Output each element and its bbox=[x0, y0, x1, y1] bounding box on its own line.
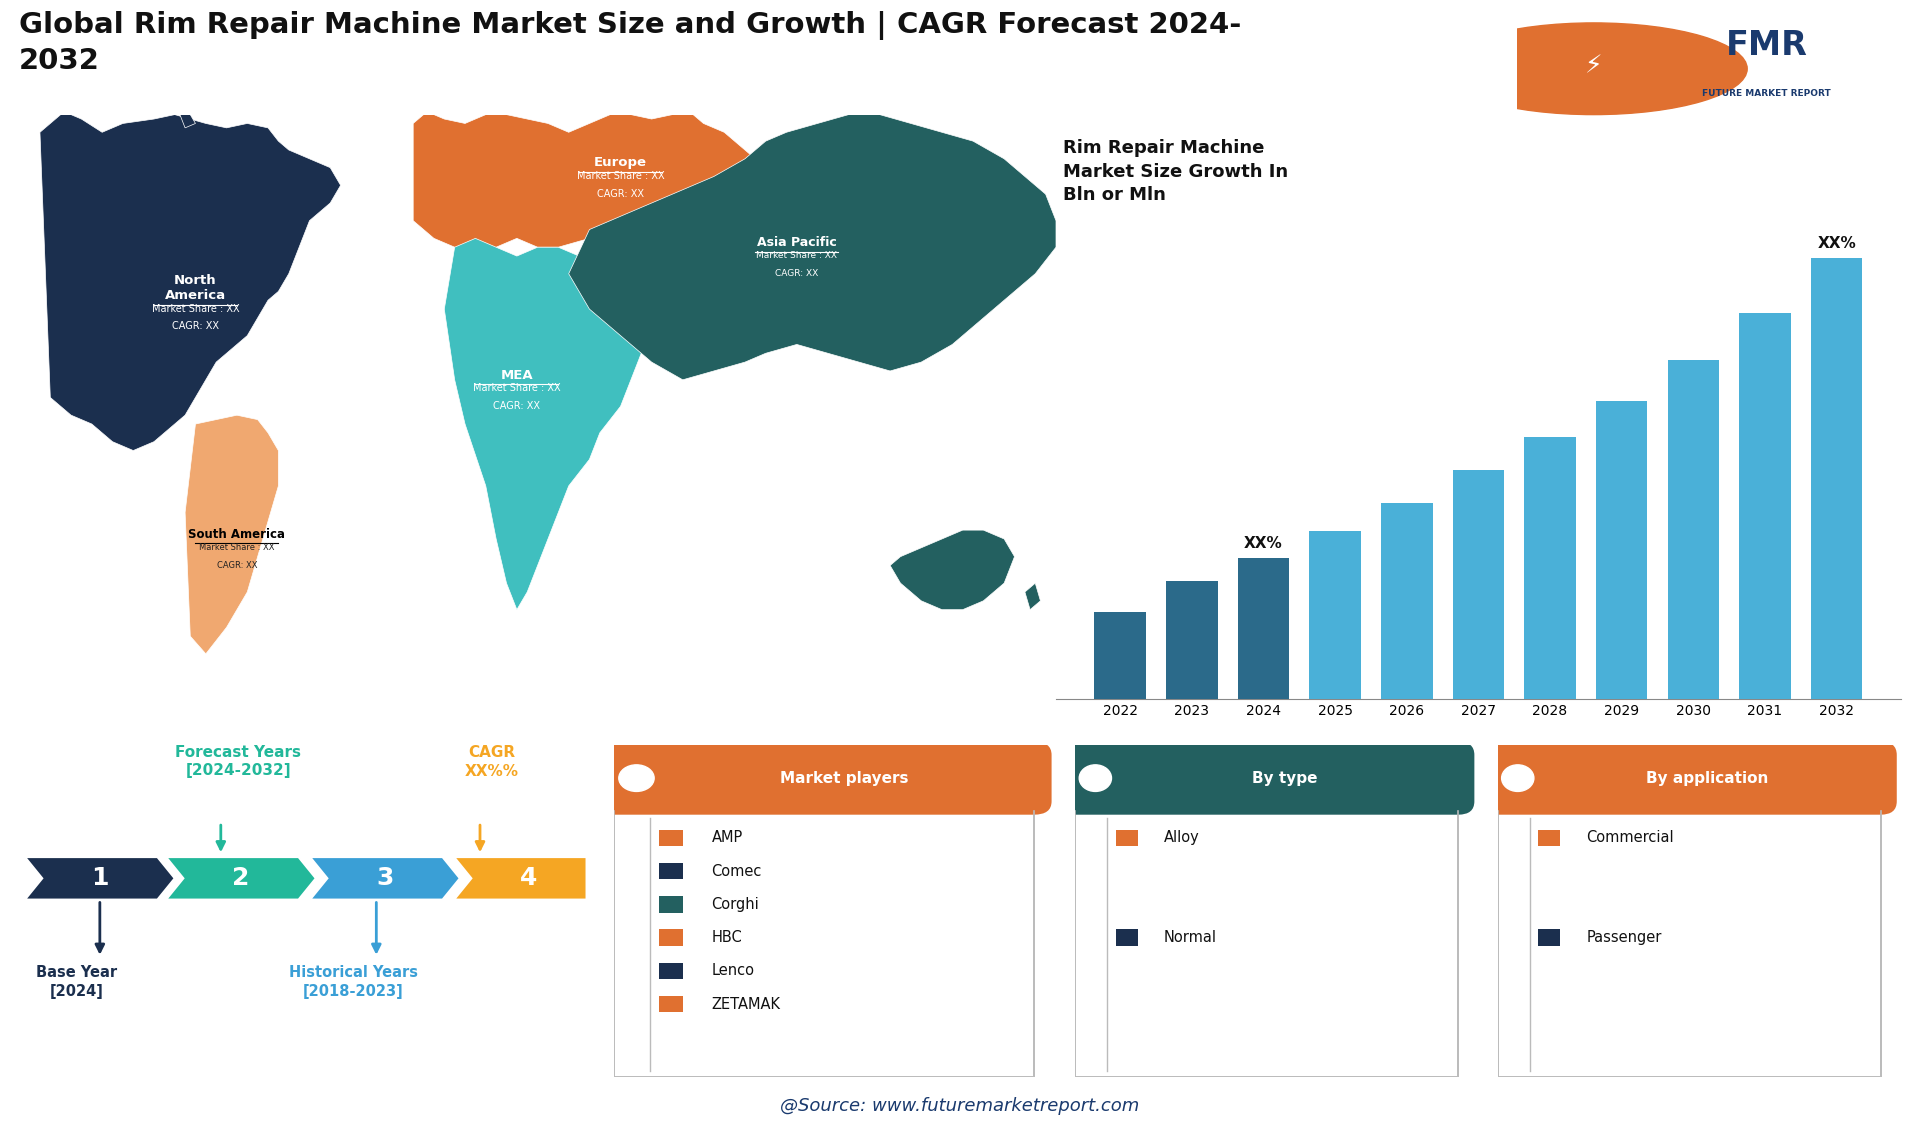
Text: CAGR
XX%%: CAGR XX%% bbox=[465, 745, 518, 778]
Text: CAGR: XX: CAGR: XX bbox=[597, 189, 643, 198]
Text: XX%: XX% bbox=[1244, 535, 1283, 551]
FancyBboxPatch shape bbox=[1538, 929, 1561, 945]
Text: Forecast Years
[2024-2032]: Forecast Years [2024-2032] bbox=[175, 745, 301, 778]
FancyBboxPatch shape bbox=[659, 929, 684, 945]
Text: Europe: Europe bbox=[593, 156, 647, 170]
FancyBboxPatch shape bbox=[659, 896, 684, 912]
Polygon shape bbox=[165, 857, 315, 900]
Bar bbox=[1165, 581, 1217, 699]
Circle shape bbox=[1440, 23, 1747, 115]
Text: @Source: www.futuremarketreport.com: @Source: www.futuremarketreport.com bbox=[780, 1097, 1140, 1115]
Text: Market players: Market players bbox=[780, 770, 908, 786]
Text: North
America: North America bbox=[165, 274, 227, 303]
Text: Rim Repair Machine
Market Size Growth In
Bln or Mln: Rim Repair Machine Market Size Growth In… bbox=[1064, 140, 1288, 204]
FancyBboxPatch shape bbox=[597, 741, 1052, 815]
Text: 2: 2 bbox=[232, 866, 250, 890]
Circle shape bbox=[618, 764, 655, 792]
FancyBboxPatch shape bbox=[659, 863, 684, 879]
Text: FUTURE MARKET REPORT: FUTURE MARKET REPORT bbox=[1701, 89, 1832, 99]
FancyBboxPatch shape bbox=[1498, 811, 1880, 1077]
FancyBboxPatch shape bbox=[1060, 741, 1475, 815]
FancyBboxPatch shape bbox=[659, 830, 684, 846]
Text: Historical Years
[2018-2023]: Historical Years [2018-2023] bbox=[288, 965, 419, 999]
FancyBboxPatch shape bbox=[1538, 830, 1561, 846]
Text: CAGR: XX: CAGR: XX bbox=[173, 321, 219, 331]
Text: ⚡: ⚡ bbox=[1584, 55, 1603, 78]
Text: XX%: XX% bbox=[1816, 236, 1857, 251]
Polygon shape bbox=[184, 415, 278, 654]
Text: Asia Pacific: Asia Pacific bbox=[756, 236, 837, 249]
Text: CAGR: XX: CAGR: XX bbox=[217, 560, 257, 570]
Text: FMR: FMR bbox=[1726, 30, 1807, 62]
Circle shape bbox=[1501, 764, 1534, 792]
Polygon shape bbox=[309, 857, 461, 900]
FancyBboxPatch shape bbox=[614, 811, 1033, 1077]
Text: MEA: MEA bbox=[501, 369, 534, 382]
Text: Market Share : XX: Market Share : XX bbox=[200, 543, 275, 552]
Text: Global Rim Repair Machine Market Size and Growth | CAGR Forecast 2024-
2032: Global Rim Repair Machine Market Size an… bbox=[19, 11, 1242, 74]
Text: 1: 1 bbox=[90, 866, 109, 890]
Bar bbox=[1740, 313, 1791, 699]
Text: Commercial: Commercial bbox=[1586, 831, 1674, 846]
Text: By application: By application bbox=[1645, 770, 1768, 786]
Polygon shape bbox=[40, 115, 340, 450]
Text: Alloy: Alloy bbox=[1164, 831, 1200, 846]
FancyBboxPatch shape bbox=[1116, 830, 1139, 846]
Text: CAGR: XX: CAGR: XX bbox=[493, 401, 540, 410]
Text: AMP: AMP bbox=[712, 831, 743, 846]
Polygon shape bbox=[568, 115, 1056, 379]
Text: Corghi: Corghi bbox=[712, 897, 758, 912]
Text: Market Share : XX: Market Share : XX bbox=[152, 304, 240, 314]
Bar bbox=[1380, 503, 1432, 699]
Polygon shape bbox=[444, 238, 641, 610]
Bar bbox=[1094, 612, 1146, 699]
Text: South America: South America bbox=[188, 527, 286, 541]
Bar bbox=[1668, 360, 1718, 699]
Text: Lenco: Lenco bbox=[712, 964, 755, 979]
Polygon shape bbox=[1025, 583, 1041, 610]
Bar bbox=[1811, 258, 1862, 699]
Text: HBC: HBC bbox=[712, 931, 743, 945]
FancyBboxPatch shape bbox=[1075, 811, 1459, 1077]
Text: By type: By type bbox=[1252, 770, 1317, 786]
Bar bbox=[1453, 470, 1503, 699]
Polygon shape bbox=[25, 857, 175, 900]
FancyBboxPatch shape bbox=[1482, 741, 1897, 815]
Text: Comec: Comec bbox=[712, 864, 762, 879]
Text: 3: 3 bbox=[376, 866, 394, 890]
Circle shape bbox=[1079, 764, 1112, 792]
Text: CAGR: XX: CAGR: XX bbox=[776, 269, 818, 278]
Polygon shape bbox=[180, 115, 196, 128]
Bar bbox=[1596, 401, 1647, 699]
Text: Passenger: Passenger bbox=[1586, 931, 1661, 945]
Text: Base Year
[2024]: Base Year [2024] bbox=[36, 965, 117, 999]
Text: Normal: Normal bbox=[1164, 931, 1217, 945]
FancyBboxPatch shape bbox=[1116, 929, 1139, 945]
Polygon shape bbox=[413, 115, 766, 256]
Bar bbox=[1238, 558, 1288, 699]
Bar bbox=[1309, 532, 1361, 699]
FancyBboxPatch shape bbox=[659, 996, 684, 1012]
Bar bbox=[1524, 438, 1576, 699]
Text: Market Share : XX: Market Share : XX bbox=[472, 383, 561, 393]
FancyBboxPatch shape bbox=[659, 963, 684, 979]
Polygon shape bbox=[453, 857, 588, 900]
Text: 4: 4 bbox=[520, 866, 538, 890]
Text: ZETAMAK: ZETAMAK bbox=[712, 997, 781, 1012]
Text: Market Share : XX: Market Share : XX bbox=[756, 251, 837, 260]
Text: Market Share : XX: Market Share : XX bbox=[576, 171, 664, 181]
Polygon shape bbox=[891, 531, 1014, 610]
